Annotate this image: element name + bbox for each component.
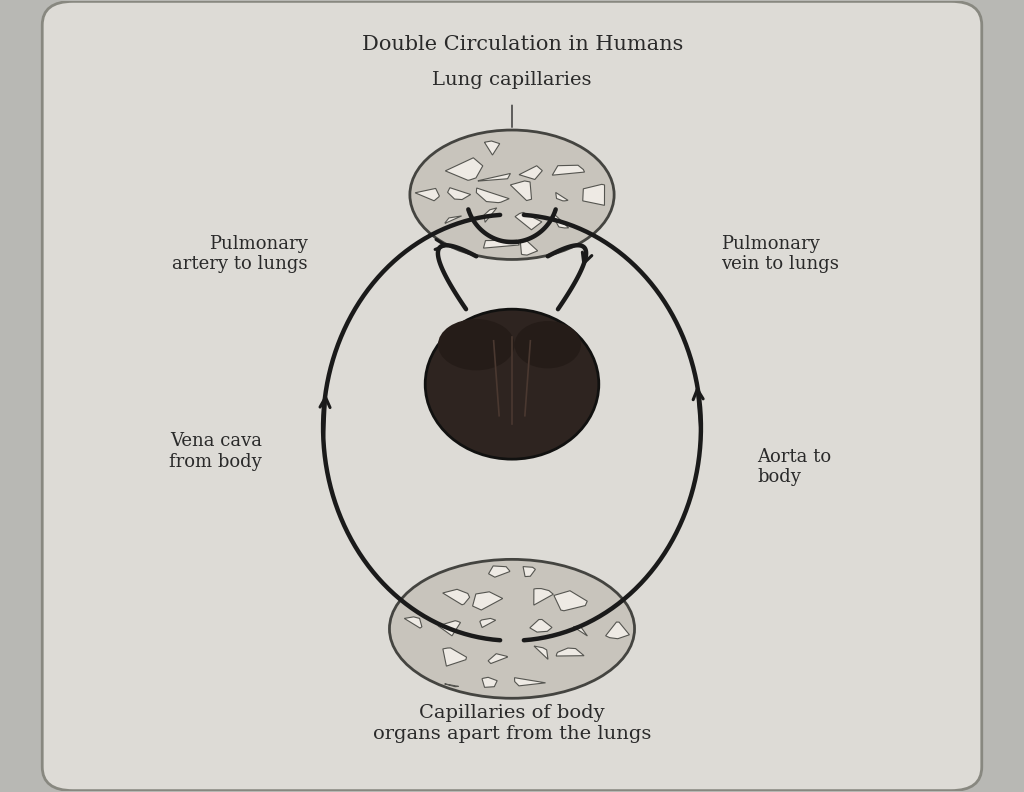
Polygon shape <box>438 621 461 636</box>
Ellipse shape <box>425 309 599 459</box>
Polygon shape <box>534 588 553 605</box>
Polygon shape <box>523 566 536 577</box>
Polygon shape <box>554 591 587 611</box>
Polygon shape <box>529 619 552 632</box>
Polygon shape <box>445 158 482 181</box>
Polygon shape <box>488 566 510 577</box>
Text: Aorta to
body: Aorta to body <box>757 447 831 486</box>
Polygon shape <box>488 653 508 664</box>
Ellipse shape <box>438 319 514 371</box>
Polygon shape <box>519 166 543 180</box>
Polygon shape <box>605 622 630 638</box>
Polygon shape <box>476 188 509 203</box>
FancyBboxPatch shape <box>42 2 982 790</box>
Polygon shape <box>480 619 496 627</box>
Ellipse shape <box>410 130 614 260</box>
Polygon shape <box>473 592 503 610</box>
Text: Pulmonary
artery to lungs: Pulmonary artery to lungs <box>172 234 308 273</box>
Text: Vena cava
from body: Vena cava from body <box>169 432 262 470</box>
Text: Capillaries of body
organs apart from the lungs: Capillaries of body organs apart from th… <box>373 704 651 743</box>
Polygon shape <box>510 181 531 200</box>
Polygon shape <box>515 212 542 230</box>
Polygon shape <box>520 240 538 255</box>
Polygon shape <box>484 141 500 155</box>
Polygon shape <box>444 683 459 687</box>
Polygon shape <box>583 185 604 205</box>
Polygon shape <box>534 646 548 659</box>
Polygon shape <box>483 240 519 248</box>
Text: Lung capillaries: Lung capillaries <box>432 71 592 89</box>
Polygon shape <box>484 208 497 223</box>
Ellipse shape <box>514 321 581 368</box>
Polygon shape <box>442 648 467 666</box>
Polygon shape <box>514 678 546 686</box>
Polygon shape <box>415 188 439 200</box>
Polygon shape <box>442 589 470 605</box>
Polygon shape <box>553 214 568 228</box>
Text: Pulmonary
vein to lungs: Pulmonary vein to lungs <box>721 234 840 273</box>
Polygon shape <box>445 216 462 223</box>
Polygon shape <box>556 648 584 656</box>
Polygon shape <box>404 617 422 628</box>
Polygon shape <box>552 166 585 175</box>
Polygon shape <box>482 677 498 687</box>
Text: Double Circulation in Humans: Double Circulation in Humans <box>361 36 683 55</box>
Polygon shape <box>478 173 510 181</box>
Polygon shape <box>447 188 471 200</box>
Polygon shape <box>573 626 588 636</box>
Ellipse shape <box>389 559 635 699</box>
Polygon shape <box>556 192 568 201</box>
